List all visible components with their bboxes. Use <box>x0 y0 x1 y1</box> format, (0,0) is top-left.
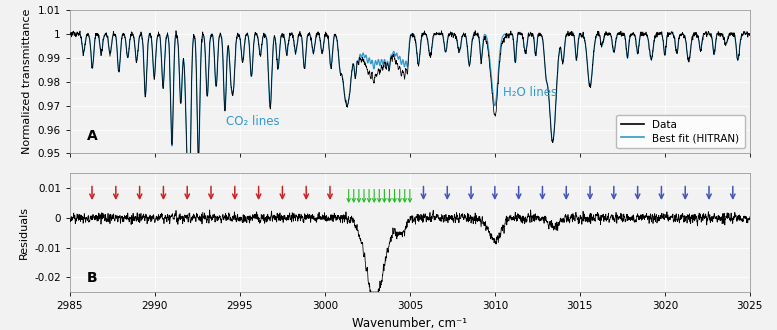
Text: A: A <box>87 129 98 143</box>
Text: B: B <box>87 271 98 285</box>
X-axis label: Wavenumber, cm⁻¹: Wavenumber, cm⁻¹ <box>352 316 468 330</box>
Y-axis label: Residuals: Residuals <box>19 206 29 259</box>
Legend: Data, Best fit (HITRAN): Data, Best fit (HITRAN) <box>616 115 744 148</box>
Text: H₂O lines: H₂O lines <box>503 86 557 99</box>
Y-axis label: Normalized transmittance: Normalized transmittance <box>23 9 32 154</box>
Text: CO₂ lines: CO₂ lines <box>226 115 280 128</box>
